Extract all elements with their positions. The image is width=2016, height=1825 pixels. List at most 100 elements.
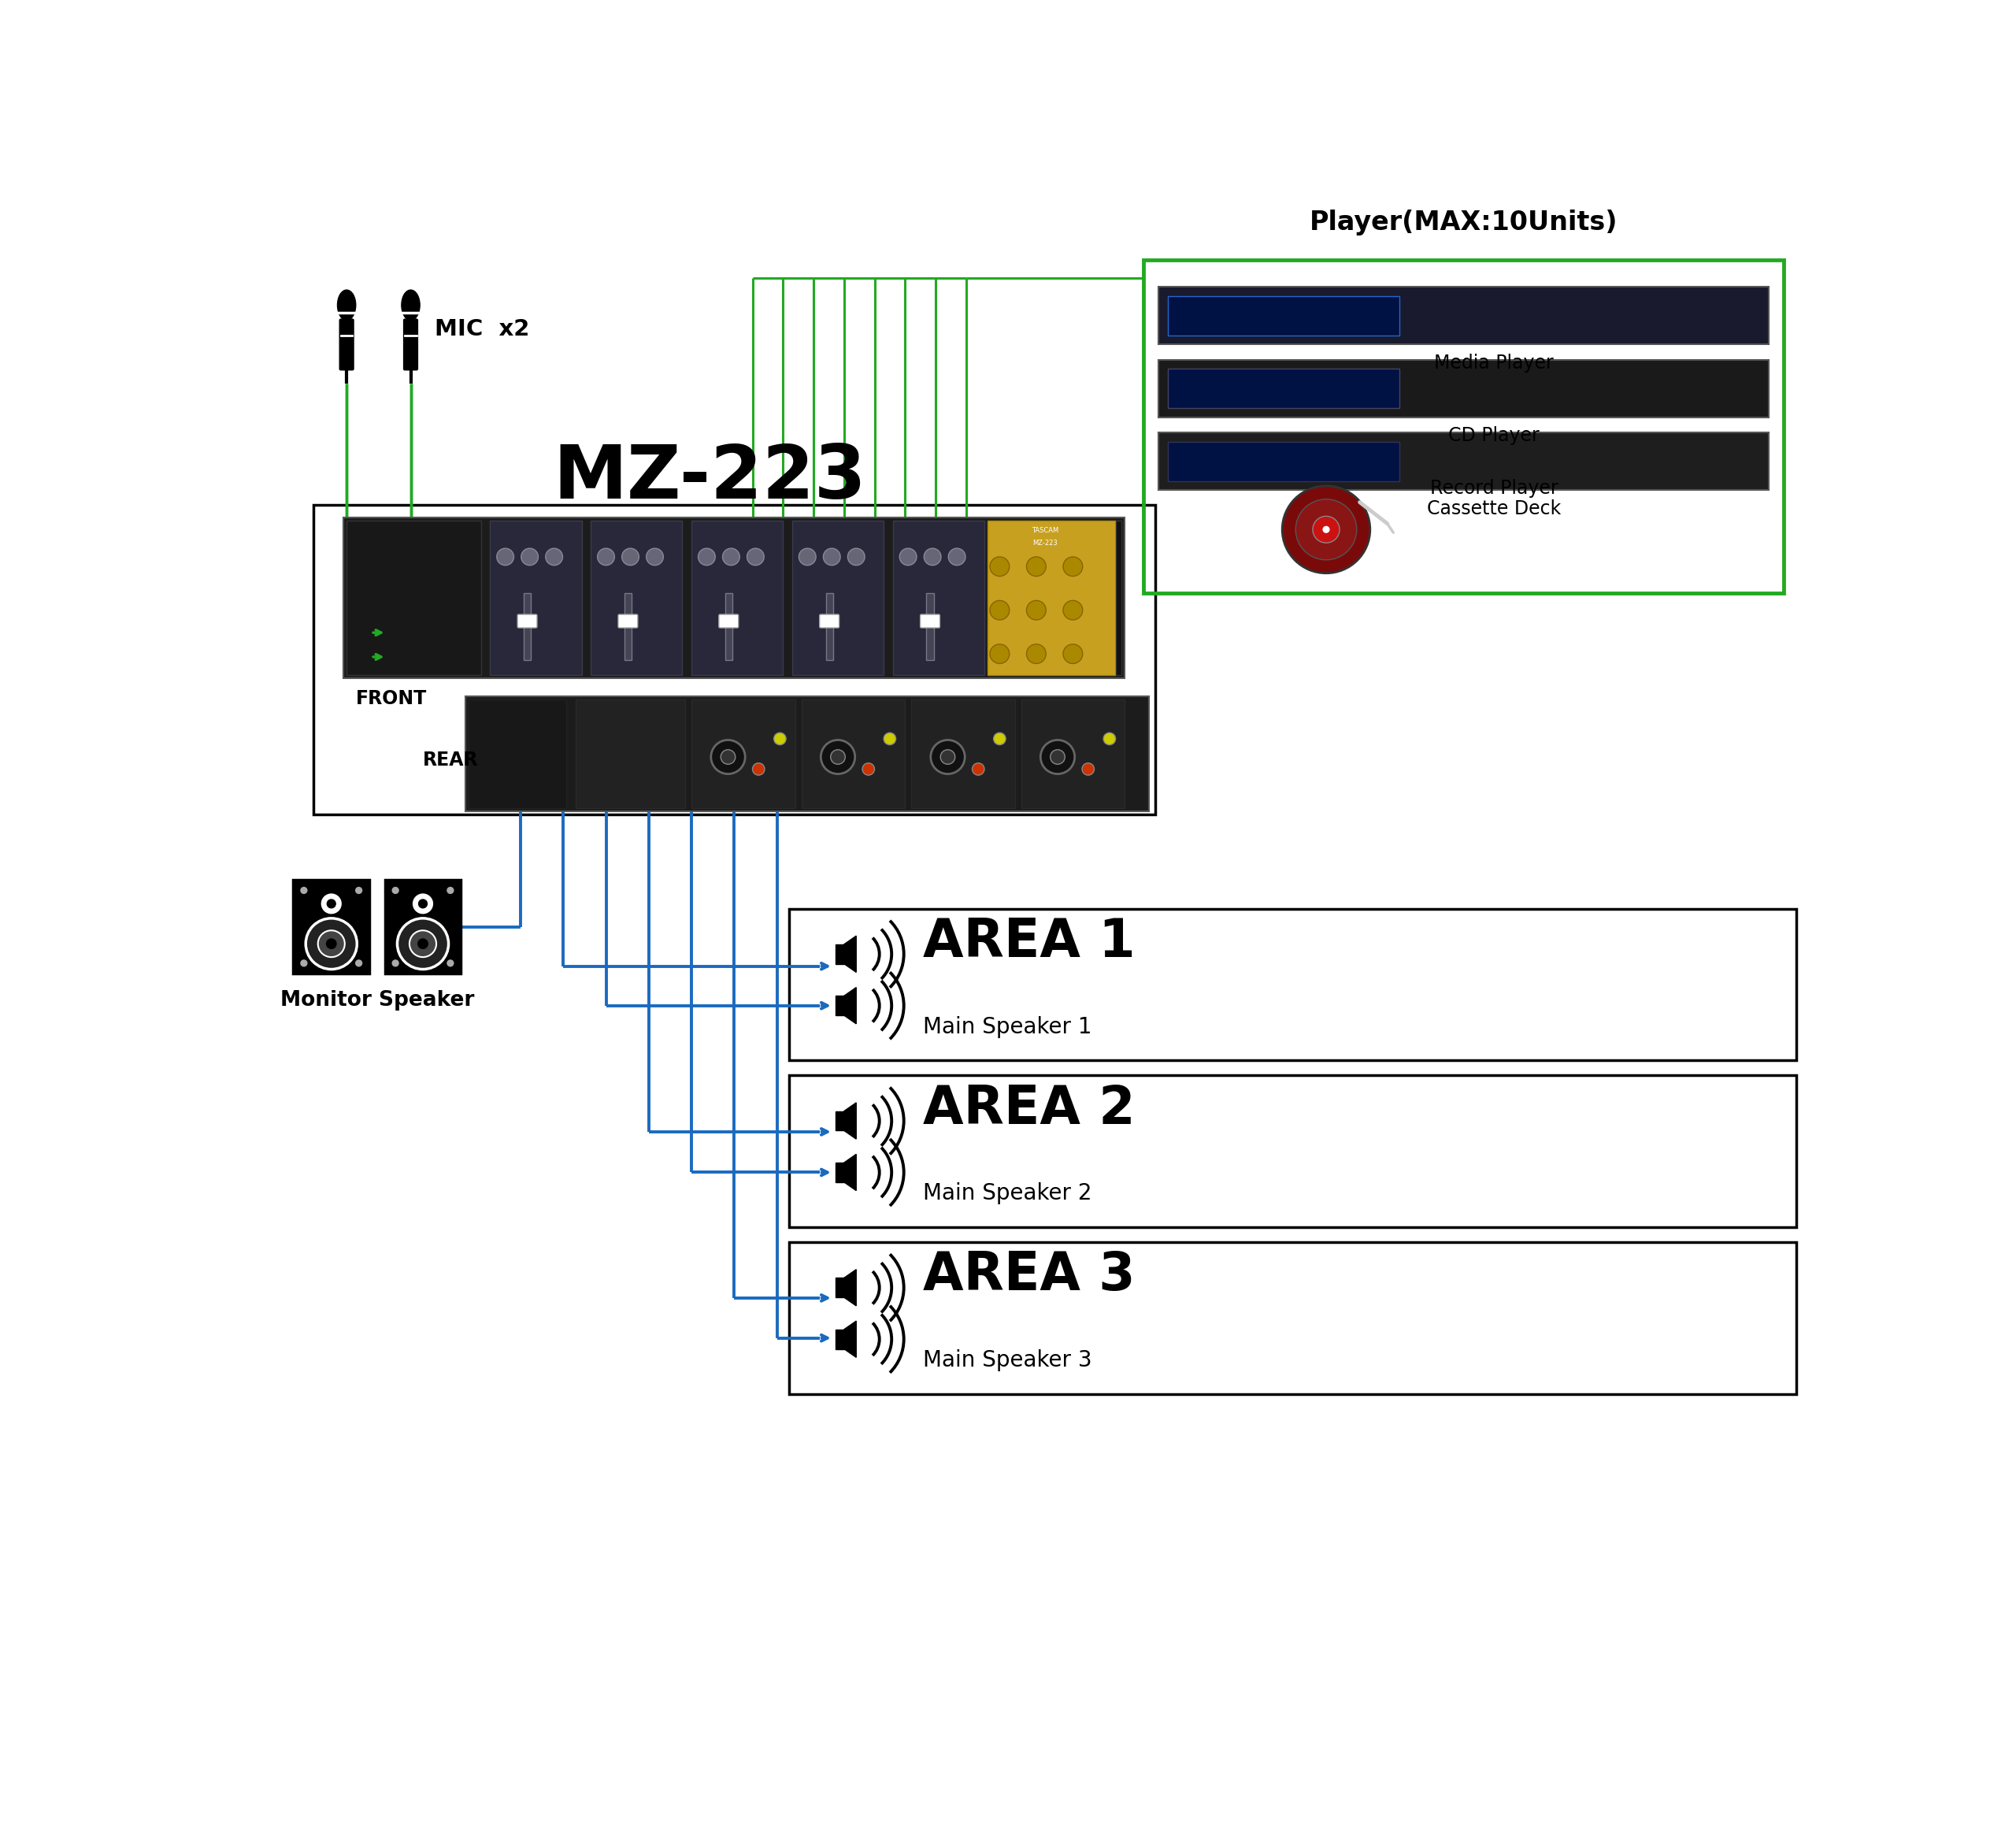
Circle shape bbox=[1062, 557, 1083, 577]
Bar bbox=[385, 880, 462, 975]
Circle shape bbox=[712, 739, 746, 774]
Polygon shape bbox=[845, 1321, 857, 1358]
Circle shape bbox=[391, 887, 399, 894]
Circle shape bbox=[990, 644, 1010, 664]
Text: REAR: REAR bbox=[423, 750, 478, 770]
Text: Record Player: Record Player bbox=[1429, 480, 1558, 498]
Polygon shape bbox=[845, 1102, 857, 1139]
Text: Main Speaker 1: Main Speaker 1 bbox=[923, 1017, 1093, 1038]
Circle shape bbox=[1282, 485, 1371, 573]
Circle shape bbox=[397, 918, 448, 969]
Bar bbox=[343, 518, 1125, 679]
Circle shape bbox=[722, 548, 740, 566]
Circle shape bbox=[1026, 644, 1046, 664]
Ellipse shape bbox=[401, 290, 419, 319]
Bar bbox=[788, 1243, 1796, 1394]
Circle shape bbox=[1050, 750, 1064, 765]
Polygon shape bbox=[845, 1270, 857, 1307]
FancyBboxPatch shape bbox=[339, 319, 353, 370]
Bar bbox=[1159, 287, 1768, 345]
Circle shape bbox=[948, 548, 966, 566]
Circle shape bbox=[994, 732, 1006, 745]
Circle shape bbox=[355, 887, 363, 894]
Circle shape bbox=[1322, 526, 1329, 533]
Circle shape bbox=[419, 900, 427, 909]
Circle shape bbox=[931, 739, 966, 774]
Text: AREA 1: AREA 1 bbox=[923, 916, 1135, 967]
FancyBboxPatch shape bbox=[821, 615, 839, 628]
Bar bbox=[691, 520, 782, 675]
Bar bbox=[691, 699, 794, 808]
Text: AREA 2: AREA 2 bbox=[923, 1082, 1135, 1135]
Polygon shape bbox=[835, 944, 845, 964]
Circle shape bbox=[319, 931, 345, 956]
Circle shape bbox=[831, 750, 845, 765]
Text: Media Player: Media Player bbox=[1433, 354, 1554, 372]
Circle shape bbox=[413, 894, 433, 914]
Circle shape bbox=[722, 750, 736, 765]
Circle shape bbox=[847, 548, 865, 566]
Circle shape bbox=[1062, 644, 1083, 664]
Bar bbox=[911, 699, 1014, 808]
Circle shape bbox=[391, 960, 399, 967]
Polygon shape bbox=[835, 1329, 845, 1349]
Circle shape bbox=[409, 931, 435, 956]
FancyBboxPatch shape bbox=[720, 615, 738, 628]
Circle shape bbox=[821, 739, 855, 774]
Circle shape bbox=[990, 600, 1010, 620]
Circle shape bbox=[883, 732, 895, 745]
Circle shape bbox=[972, 763, 984, 776]
Bar bbox=[625, 593, 631, 661]
Text: Cassette Deck: Cassette Deck bbox=[1427, 500, 1560, 518]
FancyBboxPatch shape bbox=[619, 615, 637, 628]
Circle shape bbox=[300, 960, 308, 967]
Polygon shape bbox=[835, 1111, 845, 1130]
Circle shape bbox=[748, 548, 764, 566]
Bar bbox=[1159, 360, 1768, 418]
Circle shape bbox=[899, 548, 917, 566]
Circle shape bbox=[647, 548, 663, 566]
Polygon shape bbox=[835, 996, 845, 1015]
Circle shape bbox=[1062, 600, 1083, 620]
Circle shape bbox=[1103, 732, 1115, 745]
Circle shape bbox=[698, 548, 716, 566]
Polygon shape bbox=[845, 936, 857, 973]
Bar bbox=[1115, 520, 1121, 675]
Text: AREA 3: AREA 3 bbox=[923, 1250, 1135, 1301]
Bar bbox=[312, 506, 1155, 814]
Circle shape bbox=[355, 960, 363, 967]
Circle shape bbox=[522, 548, 538, 566]
Bar bbox=[292, 880, 369, 975]
Bar bbox=[988, 520, 1115, 675]
Circle shape bbox=[1312, 516, 1339, 542]
Bar bbox=[468, 699, 566, 808]
Polygon shape bbox=[845, 987, 857, 1024]
Circle shape bbox=[798, 548, 816, 566]
Circle shape bbox=[306, 918, 357, 969]
Bar bbox=[1020, 699, 1125, 808]
Bar bbox=[1167, 442, 1399, 482]
Bar bbox=[827, 593, 833, 661]
Bar bbox=[490, 520, 581, 675]
Circle shape bbox=[1296, 500, 1357, 560]
Text: MZ-223: MZ-223 bbox=[1032, 538, 1058, 546]
Circle shape bbox=[939, 750, 956, 765]
Polygon shape bbox=[845, 1153, 857, 1190]
Circle shape bbox=[327, 938, 337, 949]
Circle shape bbox=[323, 894, 341, 914]
Text: Main Speaker 2: Main Speaker 2 bbox=[923, 1183, 1093, 1204]
Circle shape bbox=[823, 548, 841, 566]
Bar bbox=[1143, 259, 1784, 593]
Circle shape bbox=[417, 938, 427, 949]
Circle shape bbox=[448, 887, 454, 894]
Circle shape bbox=[448, 960, 454, 967]
Circle shape bbox=[774, 732, 786, 745]
Text: Monitor Speaker: Monitor Speaker bbox=[280, 991, 474, 1011]
Bar bbox=[792, 520, 883, 675]
Circle shape bbox=[546, 548, 562, 566]
Text: Main Speaker 3: Main Speaker 3 bbox=[923, 1349, 1093, 1371]
Circle shape bbox=[863, 763, 875, 776]
Text: MZ-223: MZ-223 bbox=[552, 442, 867, 515]
Bar bbox=[927, 593, 933, 661]
Text: TASCAM: TASCAM bbox=[1032, 527, 1058, 535]
